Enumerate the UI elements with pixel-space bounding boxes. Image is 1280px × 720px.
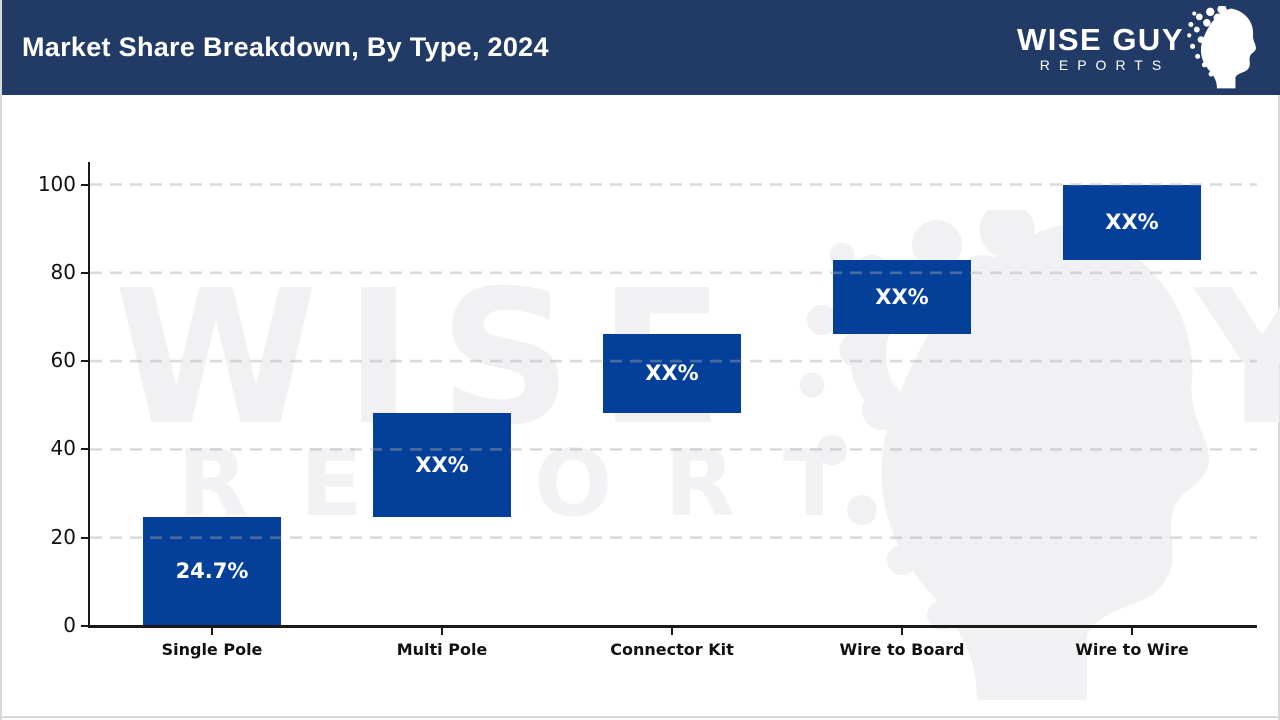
y-tick-label: 60 <box>50 348 76 373</box>
x-tick-mark <box>901 627 903 635</box>
bar-multi-pole: XX% <box>373 412 511 517</box>
x-tick-mark <box>671 627 673 635</box>
bar-connector-kit: XX% <box>603 333 741 413</box>
x-tick-mark <box>1131 627 1133 635</box>
y-tick-label: 80 <box>50 259 76 284</box>
y-tick-mark <box>81 625 88 627</box>
bar-value-label: XX% <box>1105 210 1159 235</box>
x-category-label: Connector Kit <box>610 640 734 659</box>
y-tick-mark <box>81 360 88 363</box>
x-tick-mark <box>441 627 443 635</box>
bar-wire-to-wire: XX% <box>1063 184 1201 261</box>
x-tick-mark <box>211 627 213 635</box>
x-category-label: Single Pole <box>161 640 263 659</box>
y-tick-mark <box>81 448 88 451</box>
y-tick-label: 40 <box>50 436 76 461</box>
y-tick-label: 0 <box>63 613 76 637</box>
y-tick-label: 100 <box>37 171 76 196</box>
page-title: Market Share Breakdown, By Type, 2024 <box>22 32 549 62</box>
logo-subtitle: REPORTS <box>1039 57 1171 74</box>
y-tick-mark <box>81 271 88 274</box>
bar-single-pole: 24.7% <box>143 516 281 626</box>
bar-value-label: XX% <box>645 361 699 386</box>
bar-wire-to-board: XX% <box>833 260 971 334</box>
x-category-label: Wire to Board <box>839 640 965 659</box>
bar-value-label: 24.7% <box>175 559 249 584</box>
bar-value-label: XX% <box>875 285 929 310</box>
x-category-label: Wire to Wire <box>1075 640 1189 659</box>
logo-wordmark: WISE GUY <box>1016 21 1184 57</box>
wiseguy-logo: WISE GUY REPORTS <box>1017 0 1264 95</box>
header-bar: Market Share Breakdown, By Type, 2024 WI… <box>2 0 1280 95</box>
y-axis-line <box>88 162 90 628</box>
x-axis-line <box>88 625 1257 628</box>
y-tick-mark <box>81 183 88 186</box>
x-category-label: Multi Pole <box>396 640 488 659</box>
bottom-divider <box>2 716 1280 718</box>
y-tick-mark <box>81 536 88 539</box>
bar-value-label: XX% <box>415 452 469 477</box>
y-tick-label: 20 <box>50 524 76 549</box>
logo-head-dots-icon <box>1187 5 1256 88</box>
logo-text: WISE GUY REPORTS <box>1016 21 1184 74</box>
